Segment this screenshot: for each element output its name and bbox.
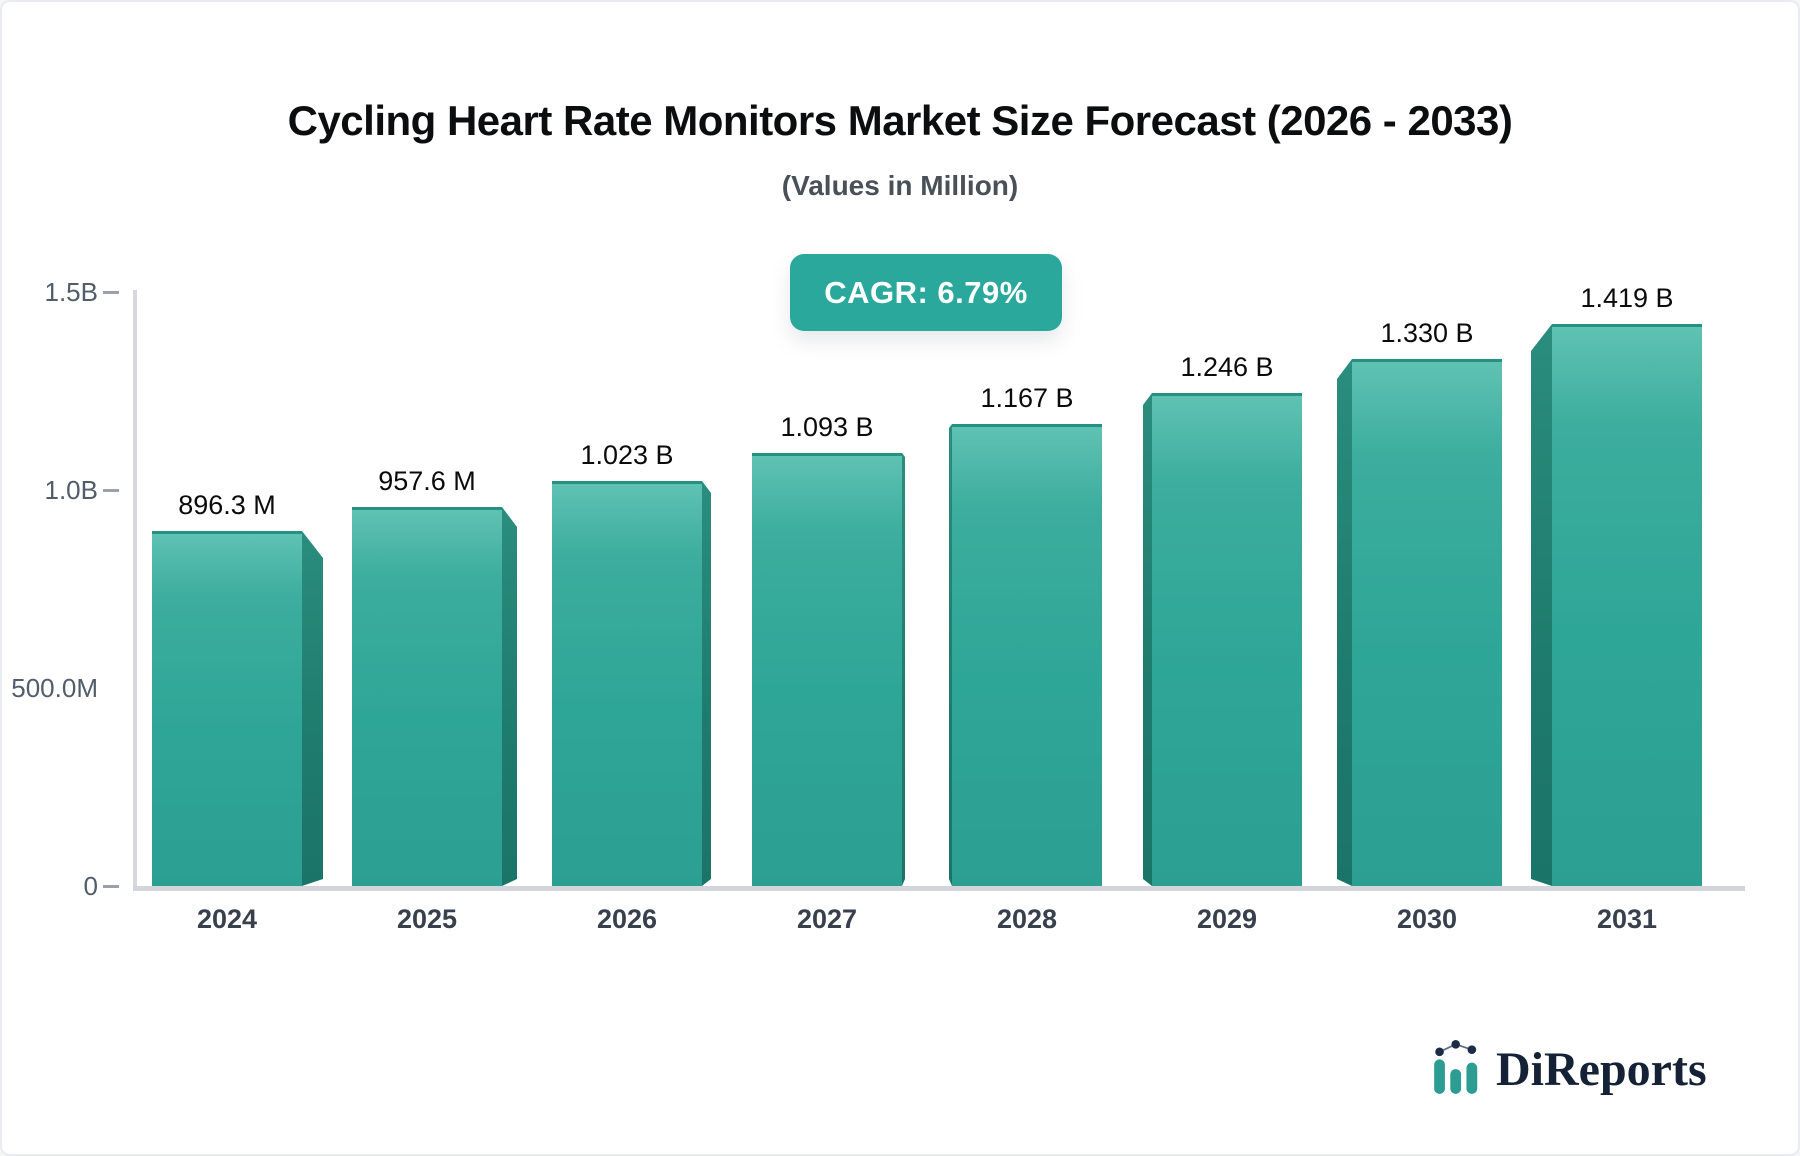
y-axis-tick-label: 0 — [83, 871, 98, 901]
chart-title: Cycling Heart Rate Monitors Market Size … — [287, 97, 1513, 144]
x-axis-label-2025: 2025 — [396, 904, 458, 934]
x-axis-label-2027: 2027 — [796, 904, 858, 934]
bar-value-label-2027: 1.093 B — [780, 412, 874, 442]
bar-value-label-2031: 1.419 B — [1580, 283, 1674, 313]
y-axis-tick-label: 500.0M — [11, 673, 98, 703]
bar-2024 — [152, 531, 302, 886]
bar-value-label-2029: 1.246 B — [1180, 352, 1274, 382]
bar-2029 — [1152, 393, 1302, 886]
bar-side-face-2029 — [1143, 393, 1152, 886]
bar-value-label-2028: 1.167 B — [980, 383, 1074, 413]
bar-value-label-2030: 1.330 B — [1380, 318, 1474, 348]
bar-2025 — [352, 507, 502, 886]
cagr-badge: CAGR: 6.79% — [790, 254, 1062, 331]
bar-side-face-2028 — [949, 424, 952, 886]
y-axis-tick-dash — [103, 291, 119, 294]
y-axis-tick-label: 1.5B — [44, 277, 99, 307]
bar-2027 — [752, 453, 902, 886]
bar-side-face-2030 — [1337, 359, 1352, 886]
bar-2026 — [552, 481, 702, 886]
cagr-badge-label: CAGR: 6.79% — [824, 274, 1028, 310]
y-axis-tick-dash — [103, 885, 119, 888]
x-axis-label-2024: 2024 — [196, 904, 258, 934]
x-axis-label-2029: 2029 — [1196, 904, 1258, 934]
bar-side-face-2026 — [702, 481, 711, 886]
x-axis-label-2030: 2030 — [1396, 904, 1458, 934]
bar-2031 — [1552, 324, 1702, 886]
brand-logo-text: DiReports — [1496, 1043, 1707, 1096]
x-axis-label-2026: 2026 — [596, 904, 658, 934]
x-axis-baseline — [133, 886, 1745, 891]
bar-value-label-2025: 957.6 M — [378, 466, 476, 496]
bar-side-face-2025 — [502, 507, 517, 886]
mini-bar-line-chart-icon — [1434, 1040, 1478, 1094]
bar-value-label-2024: 896.3 M — [178, 490, 276, 520]
x-axis-label-2031: 2031 — [1596, 904, 1658, 934]
bar-side-face-2031 — [1531, 324, 1552, 886]
y-axis-tick-label: 1.0B — [44, 475, 99, 505]
bar-side-face-2024 — [302, 531, 323, 886]
bar-2030 — [1352, 359, 1502, 886]
x-axis-label-2028: 2028 — [996, 904, 1058, 934]
bar-side-face-2027 — [902, 453, 905, 886]
brand-logo: DiReports — [1432, 1040, 1707, 1096]
bar-2028 — [952, 424, 1102, 886]
chart-subtitle: (Values in Million) — [781, 170, 1019, 201]
y-axis-tick-dash — [103, 489, 119, 492]
y-axis-line — [133, 290, 137, 891]
bar-value-label-2026: 1.023 B — [580, 440, 674, 470]
